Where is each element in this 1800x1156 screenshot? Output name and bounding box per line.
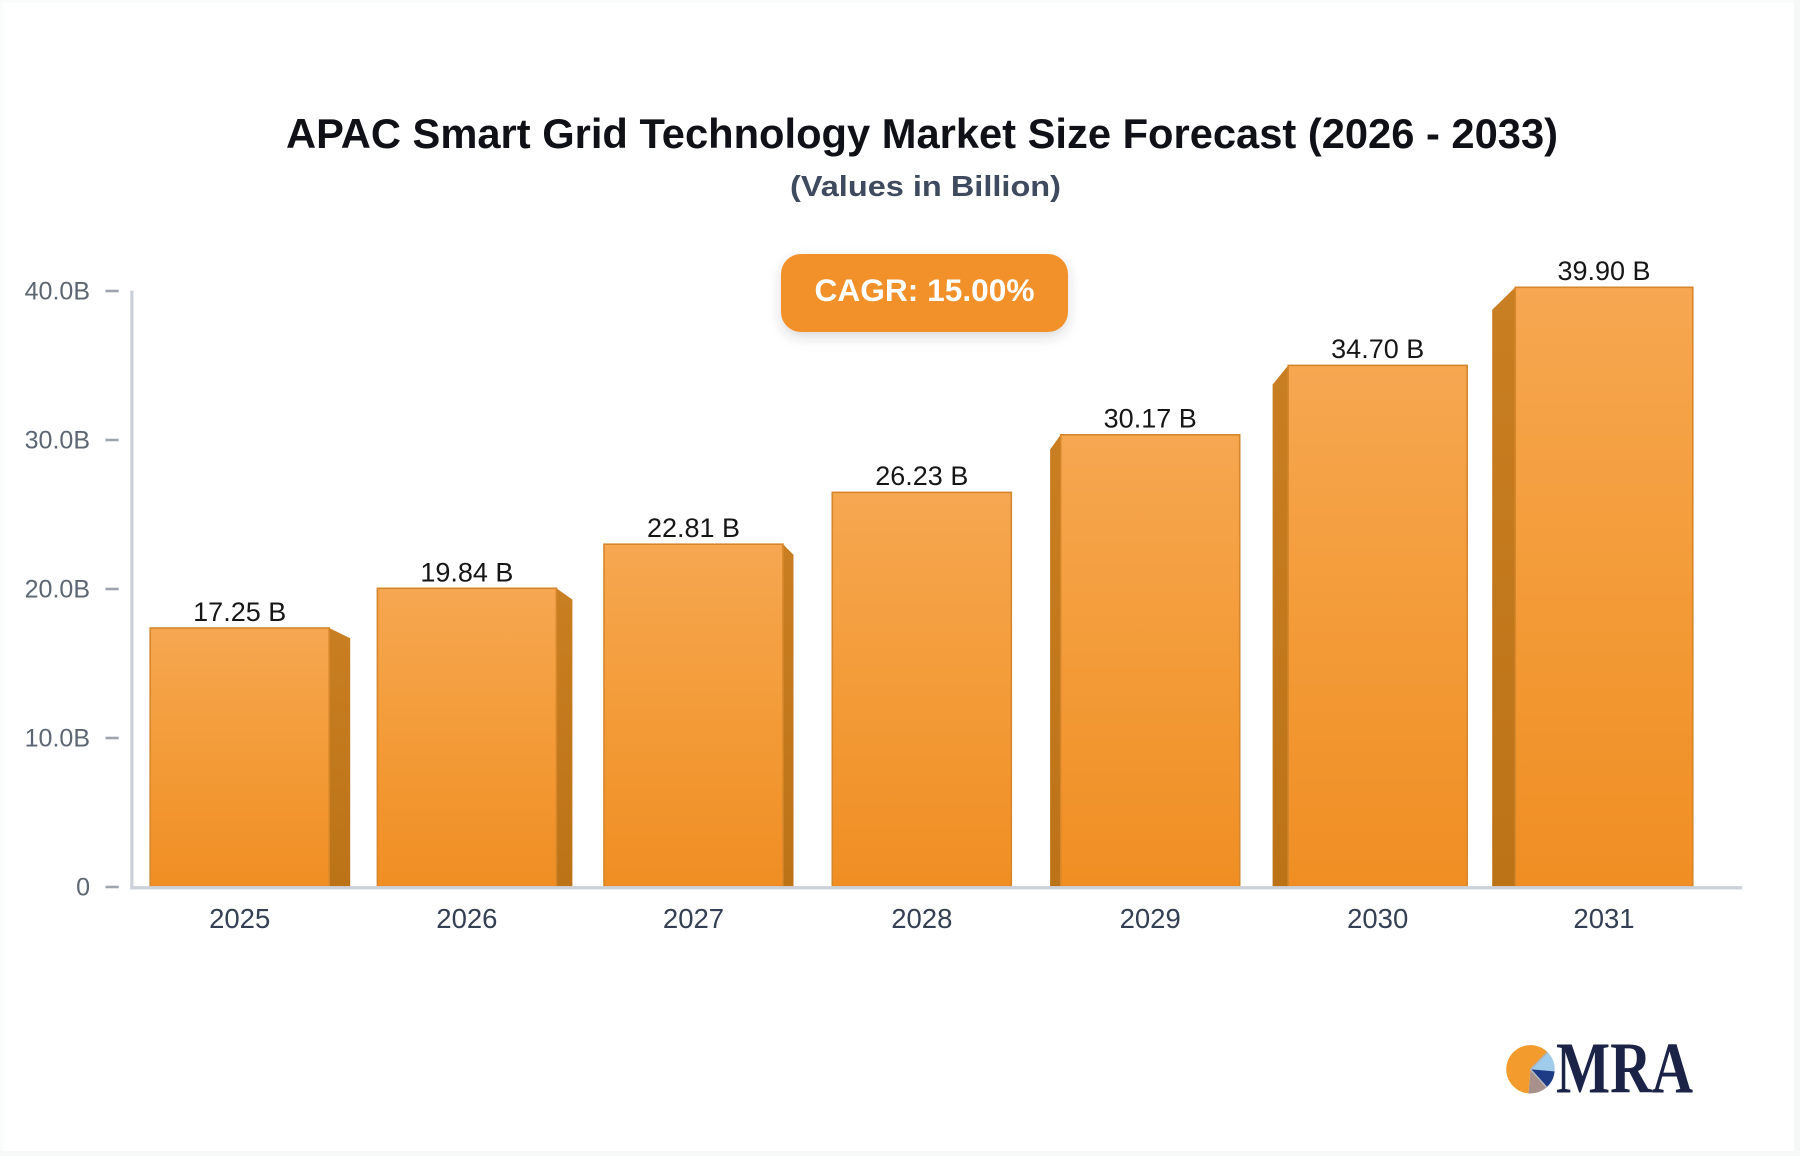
svg-text:19.84 B: 19.84 B <box>420 557 513 587</box>
svg-text:2026: 2026 <box>436 903 497 934</box>
svg-text:30.17 B: 30.17 B <box>1104 403 1197 433</box>
svg-text:22.81 B: 22.81 B <box>647 513 740 543</box>
svg-text:2027: 2027 <box>663 903 724 934</box>
svg-text:APAC Smart Grid Technology Mar: APAC Smart Grid Technology Market Size F… <box>286 110 1558 157</box>
svg-text:CAGR: 15.00%: CAGR: 15.00% <box>815 272 1035 308</box>
svg-text:40.0B: 40.0B <box>25 278 90 306</box>
svg-text:34.70 B: 34.70 B <box>1331 334 1424 364</box>
svg-text:20.0B: 20.0B <box>25 576 90 604</box>
svg-text:2025: 2025 <box>209 903 270 934</box>
svg-text:2030: 2030 <box>1347 903 1408 934</box>
svg-text:2029: 2029 <box>1120 903 1181 934</box>
svg-text:26.23 B: 26.23 B <box>875 461 968 491</box>
svg-text:(Values in Billion): (Values in Billion) <box>790 171 1061 203</box>
svg-text:MRA: MRA <box>1556 1027 1693 1108</box>
svg-text:2028: 2028 <box>891 903 952 934</box>
svg-text:2031: 2031 <box>1573 903 1634 934</box>
svg-text:39.90 B: 39.90 B <box>1557 256 1650 286</box>
svg-text:30.0B: 30.0B <box>25 427 90 455</box>
svg-text:0: 0 <box>76 874 90 902</box>
svg-text:17.25 B: 17.25 B <box>193 597 286 627</box>
svg-text:10.0B: 10.0B <box>25 725 90 753</box>
